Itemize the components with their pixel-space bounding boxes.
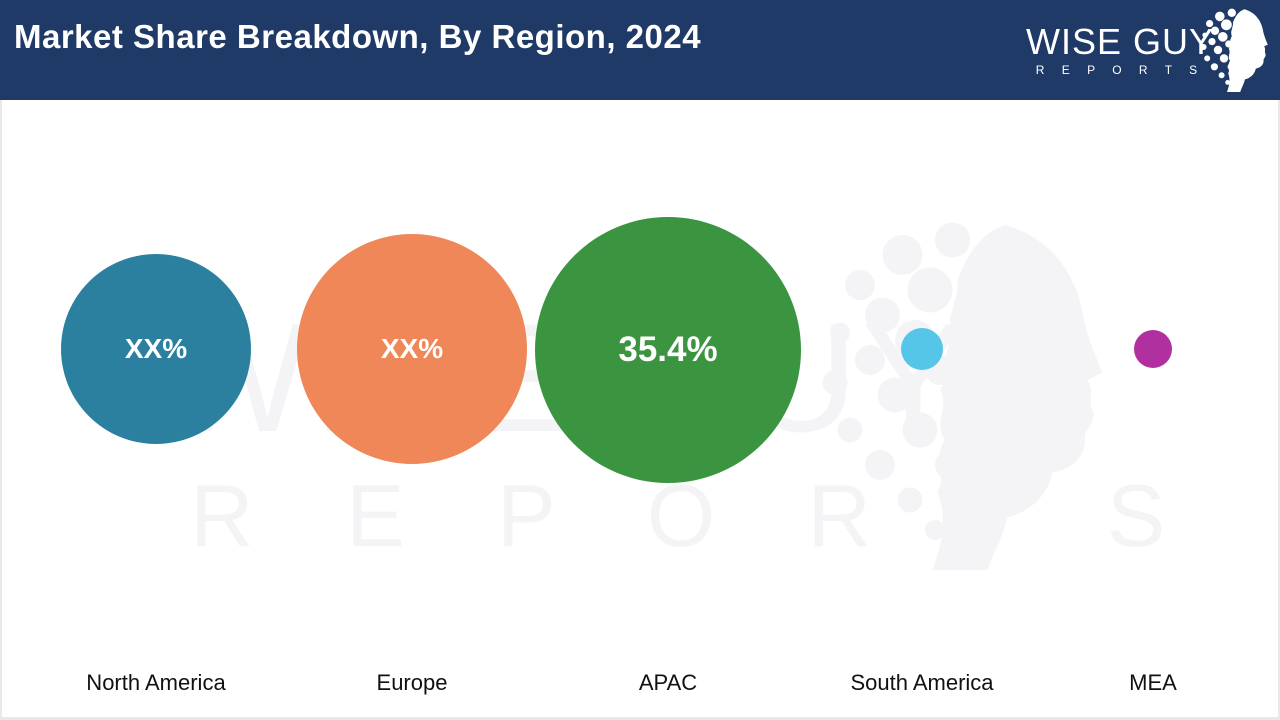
bubble-mea [1134,330,1172,368]
brand-logo: WISE GUY R E P O R T S [1026,8,1272,92]
brand-subname: R E P O R T S [1035,62,1205,77]
bubble-south-america [901,328,943,370]
bubble-north-america: XX% [61,254,251,444]
bubble-share-label: 35.4% [618,330,718,369]
category-label-north-america: North America [86,670,226,695]
category-label-apac: APAC [638,670,698,695]
brand-logo-text: WISE GUY R E P O R T S [1025,20,1214,77]
bubble-share-label: XX% [124,333,188,364]
page-title: Market Share Breakdown, By Region, 2024 [14,18,702,55]
brand-name: WISE GUY [1025,20,1214,62]
header-bar: Market Share Breakdown, By Region, 2024 … [0,0,1280,100]
dotted-head-profile-icon [1200,8,1272,92]
category-label-south-america: South America [850,670,994,695]
category-label-europe: Europe [376,670,448,695]
bubble-share-label: XX% [380,333,444,364]
bubble-apac: 35.4% [535,217,801,483]
category-label-mea: MEA [1129,670,1177,695]
watermark-dotted-head-profile-icon [820,220,1120,570]
chart-canvas: WISE GUY R E P O R T S XX% XX% 35.4% Nor… [0,100,1280,720]
bubble-europe: XX% [297,234,527,464]
